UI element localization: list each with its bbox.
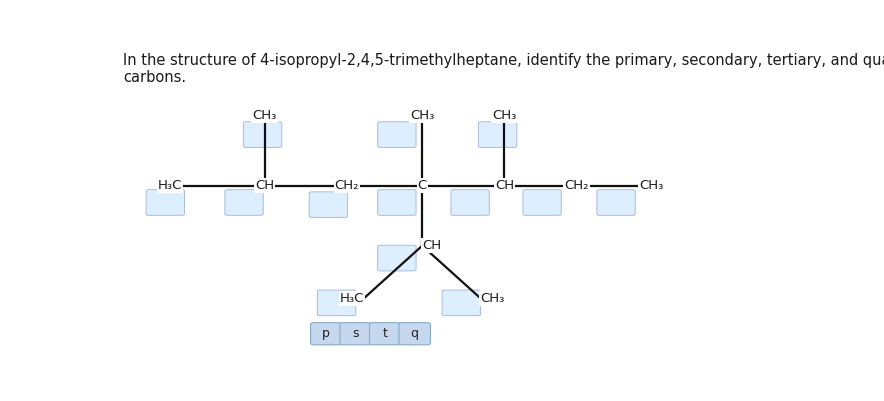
- Text: CH₃: CH₃: [639, 179, 664, 192]
- Text: CH₃: CH₃: [492, 109, 516, 122]
- FancyBboxPatch shape: [340, 323, 371, 345]
- FancyBboxPatch shape: [377, 190, 416, 215]
- Text: CH: CH: [495, 179, 514, 192]
- Text: CH₂: CH₂: [564, 179, 589, 192]
- FancyBboxPatch shape: [146, 190, 185, 215]
- Text: s: s: [353, 327, 359, 340]
- Text: H₃C: H₃C: [339, 292, 364, 305]
- FancyBboxPatch shape: [377, 245, 416, 271]
- Text: C: C: [417, 179, 427, 192]
- FancyBboxPatch shape: [478, 122, 517, 148]
- Text: In the structure of 4-isopropyl-2,4,5-trimethylheptane, identify the primary, se: In the structure of 4-isopropyl-2,4,5-tr…: [123, 53, 884, 85]
- FancyBboxPatch shape: [317, 290, 355, 316]
- Text: CH₂: CH₂: [335, 179, 359, 192]
- FancyBboxPatch shape: [243, 122, 282, 148]
- FancyBboxPatch shape: [597, 190, 636, 215]
- FancyBboxPatch shape: [309, 192, 347, 217]
- Text: CH₃: CH₃: [410, 109, 434, 122]
- FancyBboxPatch shape: [225, 190, 263, 215]
- FancyBboxPatch shape: [523, 190, 561, 215]
- Text: p: p: [323, 327, 331, 340]
- Text: H₃C: H₃C: [158, 179, 182, 192]
- FancyBboxPatch shape: [370, 323, 401, 345]
- FancyBboxPatch shape: [310, 323, 342, 345]
- FancyBboxPatch shape: [377, 122, 416, 148]
- Text: t: t: [383, 327, 388, 340]
- Text: CH₃: CH₃: [253, 109, 277, 122]
- FancyBboxPatch shape: [451, 190, 490, 215]
- Text: q: q: [411, 327, 419, 340]
- Text: CH: CH: [255, 179, 274, 192]
- FancyBboxPatch shape: [399, 323, 431, 345]
- Text: CH₃: CH₃: [481, 292, 505, 305]
- FancyBboxPatch shape: [442, 290, 481, 316]
- Text: CH: CH: [423, 239, 441, 252]
